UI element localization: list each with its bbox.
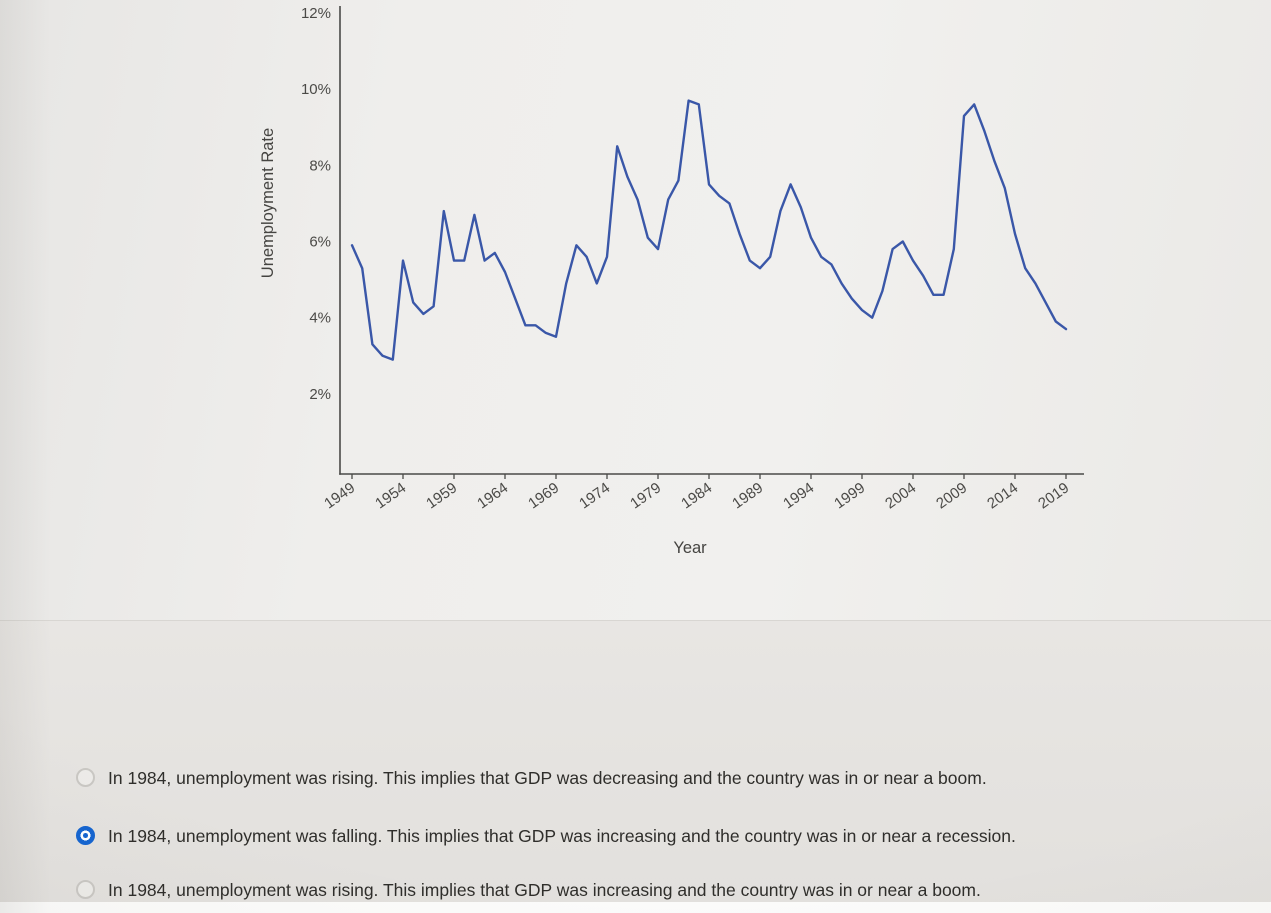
svg-text:1964: 1964 xyxy=(474,479,511,512)
svg-text:8%: 8% xyxy=(309,157,331,174)
svg-text:4%: 4% xyxy=(309,310,331,327)
chart-panel: 2% 4% 6% 8% 10% 12% 1949 1954 1959 1964 1969 1974 19… xyxy=(0,0,1271,620)
svg-text:2009: 2009 xyxy=(933,479,970,512)
unemployment-rate-line-chart: 2% 4% 6% 8% 10% 12% 1949 1954 1959 1964 1969 1974 19… xyxy=(259,5,1084,557)
svg-text:1994: 1994 xyxy=(780,479,817,512)
svg-text:2014: 2014 xyxy=(984,479,1021,512)
radio-button[interactable] xyxy=(76,880,95,899)
svg-text:1969: 1969 xyxy=(525,479,562,512)
quiz-options: In 1984, unemployment was rising. This i… xyxy=(0,620,1271,913)
svg-text:1974: 1974 xyxy=(576,479,613,512)
svg-text:2004: 2004 xyxy=(882,479,919,512)
svg-text:1954: 1954 xyxy=(372,479,409,512)
radio-button[interactable] xyxy=(76,826,95,845)
svg-text:1999: 1999 xyxy=(831,479,868,512)
answer-option[interactable]: In 1984, unemployment was falling. This … xyxy=(76,823,1253,849)
svg-text:Year: Year xyxy=(673,539,707,557)
answer-option-label: In 1984, unemployment was rising. This i… xyxy=(108,768,987,788)
answer-option-label: In 1984, unemployment was rising. This i… xyxy=(108,880,981,900)
answer-option[interactable]: In 1984, unemployment was rising. This i… xyxy=(76,765,1253,791)
svg-text:1979: 1979 xyxy=(627,479,664,512)
bottom-edge-strip xyxy=(0,902,1271,913)
svg-text:2019: 2019 xyxy=(1035,479,1072,512)
svg-text:1984: 1984 xyxy=(678,479,715,512)
svg-text:2%: 2% xyxy=(309,386,331,403)
radio-button[interactable] xyxy=(76,768,95,787)
svg-text:6%: 6% xyxy=(309,234,331,251)
svg-text:1959: 1959 xyxy=(423,479,460,512)
svg-text:12%: 12% xyxy=(301,5,331,22)
svg-text:Unemployment Rate: Unemployment Rate xyxy=(259,128,277,278)
answer-option-label: In 1984, unemployment was falling. This … xyxy=(108,826,1016,846)
svg-text:1989: 1989 xyxy=(729,479,766,512)
answer-option[interactable]: In 1984, unemployment was rising. This i… xyxy=(76,877,1253,903)
svg-text:1949: 1949 xyxy=(321,479,358,512)
svg-text:10%: 10% xyxy=(301,81,331,98)
